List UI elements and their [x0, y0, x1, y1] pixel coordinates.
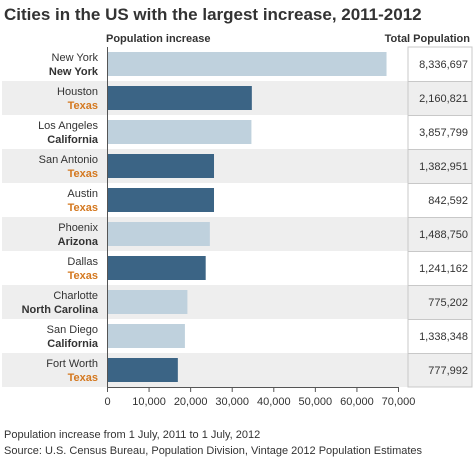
state-label: California	[47, 338, 99, 350]
bar	[108, 188, 215, 212]
bar	[108, 290, 188, 314]
x-tick-label: 40,000	[257, 396, 291, 408]
x-tick-label: 70,000	[382, 396, 416, 408]
city-label: Phoenix	[58, 222, 98, 234]
total-value-label: 3,857,799	[419, 127, 468, 139]
row-stripe	[2, 149, 472, 183]
total-value-label: 1,338,348	[419, 331, 468, 343]
bar	[108, 86, 252, 110]
bar	[108, 256, 206, 280]
x-tick-label: 30,000	[215, 396, 249, 408]
x-axis-header: Population increase	[106, 33, 211, 45]
x-tick-label: 0	[104, 396, 110, 408]
city-label: Houston	[57, 86, 98, 98]
total-value-label: 1,488,750	[419, 229, 468, 241]
state-label: California	[47, 134, 99, 146]
state-label: Texas	[68, 168, 98, 180]
total-value-label: 842,592	[428, 195, 468, 207]
city-label: Los Angeles	[38, 120, 98, 132]
x-tick-label: 20,000	[174, 396, 208, 408]
row-stripe	[2, 217, 472, 251]
footer-note: Population increase from 1 July, 2011 to…	[4, 429, 260, 441]
total-population-header: Total Population	[385, 33, 471, 45]
bar	[108, 52, 387, 76]
state-label: Texas	[68, 372, 98, 384]
city-label: Charlotte	[53, 290, 98, 302]
city-label: Austin	[67, 188, 98, 200]
total-value-label: 1,382,951	[419, 161, 468, 173]
state-label: Texas	[68, 270, 98, 282]
city-label: San Antonio	[39, 154, 98, 166]
bar	[108, 154, 215, 178]
total-value-label: 777,992	[428, 365, 468, 377]
x-tick-label: 60,000	[340, 396, 374, 408]
chart-title: Cities in the US with the largest increa…	[4, 5, 422, 24]
state-label: New York	[49, 66, 99, 78]
city-label: Dallas	[67, 256, 98, 268]
state-label: North Carolina	[22, 304, 99, 316]
total-value-label: 8,336,697	[419, 59, 468, 71]
bar	[108, 222, 210, 246]
state-label: Texas	[68, 100, 98, 112]
total-value-label: 775,202	[428, 297, 468, 309]
city-label: New York	[52, 52, 99, 64]
x-tick-label: 10,000	[132, 396, 166, 408]
footer-source: Source: U.S. Census Bureau, Population D…	[4, 445, 423, 457]
total-value-label: 2,160,821	[419, 93, 468, 105]
x-tick-label: 50,000	[299, 396, 333, 408]
bar	[108, 120, 252, 144]
bar	[108, 358, 178, 382]
city-label: Fort Worth	[46, 358, 98, 370]
row-stripe	[2, 285, 472, 319]
bar	[108, 324, 185, 348]
state-label: Texas	[68, 202, 98, 214]
row-stripe	[2, 353, 472, 387]
total-value-label: 1,241,162	[419, 263, 468, 275]
city-label: San Diego	[47, 324, 98, 336]
state-label: Arizona	[58, 236, 99, 248]
